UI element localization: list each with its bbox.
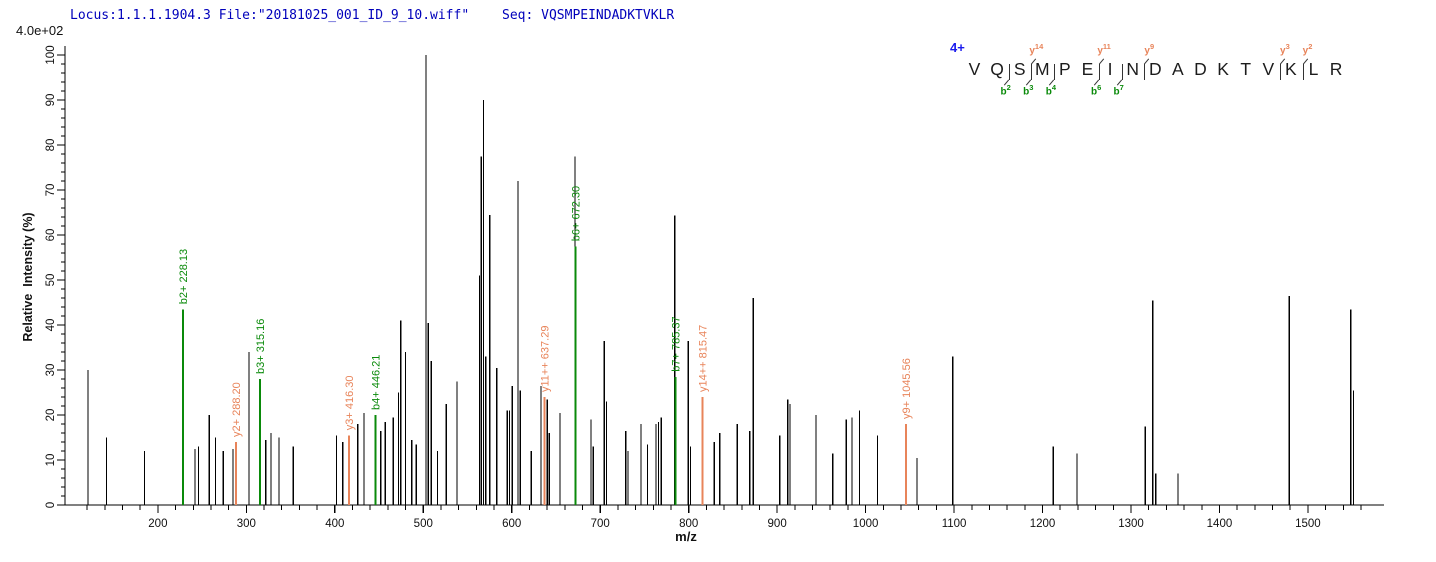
sequence-residue: E <box>1081 59 1094 79</box>
y-tick-label: 40 <box>45 319 57 332</box>
sequence-residue: V <box>968 59 981 79</box>
sequence-residue: S <box>1013 59 1026 79</box>
sequence-residue: M <box>1035 59 1050 79</box>
y-tick-label: 50 <box>45 274 57 287</box>
sequence-residue: R <box>1329 59 1343 79</box>
y-tick-label: 20 <box>45 409 57 422</box>
sequence-residue: N <box>1126 59 1139 79</box>
x-tick-label: 1200 <box>1030 518 1056 530</box>
sequence-residue: D <box>1194 59 1207 79</box>
fragmentation-cut-mark <box>1031 64 1033 80</box>
b-ion-label: b7 <box>1113 83 1124 98</box>
sequence-residue: L <box>1308 59 1319 79</box>
sequence-residue: A <box>1172 59 1184 79</box>
sequence-residue: T <box>1240 59 1252 79</box>
y-tick-label: 10 <box>45 454 57 467</box>
y-tick-label: 70 <box>45 184 57 197</box>
y-tick-label: 0 <box>45 502 57 508</box>
sequence-residue: K <box>1285 59 1297 79</box>
fragmentation-cut-mark <box>1008 64 1010 80</box>
x-tick-label: 800 <box>679 518 698 530</box>
fragment-peak-label: y3+ 416.30 <box>344 376 356 431</box>
fragmentation-cut-mark <box>1121 64 1123 80</box>
y-tick-label: 100 <box>45 45 57 64</box>
y-tick-label: 30 <box>45 364 57 377</box>
sequence-residue: Q <box>990 59 1004 79</box>
fragmentation-cut-mark <box>1279 64 1281 80</box>
x-tick-label: 1500 <box>1295 518 1321 530</box>
x-tick-label: 600 <box>502 518 521 530</box>
fragment-peak-label: b6+ 672.30 <box>571 186 583 241</box>
precursor-charge-label: 4+ <box>950 40 965 55</box>
x-tick-label: 200 <box>148 518 167 530</box>
b-ion-label: b2 <box>1000 83 1011 98</box>
fragmentation-cut-mark <box>1144 64 1146 80</box>
x-tick-label: 1100 <box>942 518 967 530</box>
fragmentation-cut-mark <box>1302 64 1304 80</box>
fragment-peak-label: b7+ 785.37 <box>671 316 683 371</box>
fragmentation-cut-mark <box>1099 64 1101 80</box>
x-tick-label: 1300 <box>1118 518 1144 530</box>
b-ion-label: b6 <box>1090 83 1102 98</box>
b-ion-label: b4 <box>1045 83 1057 98</box>
x-tick-label: 1000 <box>853 518 879 530</box>
x-tick-label: 700 <box>591 518 610 530</box>
fragment-peak-label: b4+ 446.21 <box>371 355 383 410</box>
sequence-residue: K <box>1217 59 1229 79</box>
y-ion-label: y14 <box>1029 42 1044 57</box>
y-ion-label: y2 <box>1302 42 1313 57</box>
sequence-residue: P <box>1059 59 1071 79</box>
y-tick-label: 80 <box>45 139 57 152</box>
fragment-peak-label: y11++ 637.29 <box>540 326 552 392</box>
sequence-residue: V <box>1262 59 1275 79</box>
intensity-scale-factor: 4.0e+02 <box>16 23 64 38</box>
x-tick-label: 1400 <box>1207 518 1233 530</box>
y-ion-label: y9 <box>1144 42 1155 57</box>
y-ion-label: y3 <box>1280 42 1290 57</box>
y-tick-label: 90 <box>45 94 57 107</box>
b-ion-label: b3 <box>1023 83 1034 98</box>
x-axis-title: m/z <box>675 529 697 544</box>
header-bar: Locus:1.1.1.1904.3 File:"20181025_001_ID… <box>0 8 674 68</box>
header-sequence-label: Seq: VQSMPEINDADKTVKLR <box>502 8 675 23</box>
x-tick-label: 300 <box>237 518 256 530</box>
fragment-peak-label: y14++ 815.47 <box>697 325 709 392</box>
fragment-peak-label: b2+ 228.13 <box>178 249 190 304</box>
fragment-peak-label: y9+ 1045.56 <box>901 358 913 419</box>
x-tick-label: 500 <box>414 518 433 530</box>
sequence-residue: D <box>1148 59 1162 79</box>
header-locus-file: Locus:1.1.1.1904.3 File:"20181025_001_ID… <box>70 8 470 23</box>
y-axis-title: Relative Intensity (%) <box>21 212 35 342</box>
fragment-peak-label: y2+ 288.20 <box>231 382 243 437</box>
y-tick-label: 60 <box>45 229 57 242</box>
fragment-peak-label: b3+ 315.16 <box>255 319 267 374</box>
x-tick-label: 900 <box>768 518 787 530</box>
y-ion-label: y11 <box>1097 42 1111 57</box>
x-tick-label: 400 <box>325 518 344 530</box>
sequence-residue: I <box>1107 59 1113 79</box>
fragmentation-cut-mark <box>1053 64 1055 80</box>
